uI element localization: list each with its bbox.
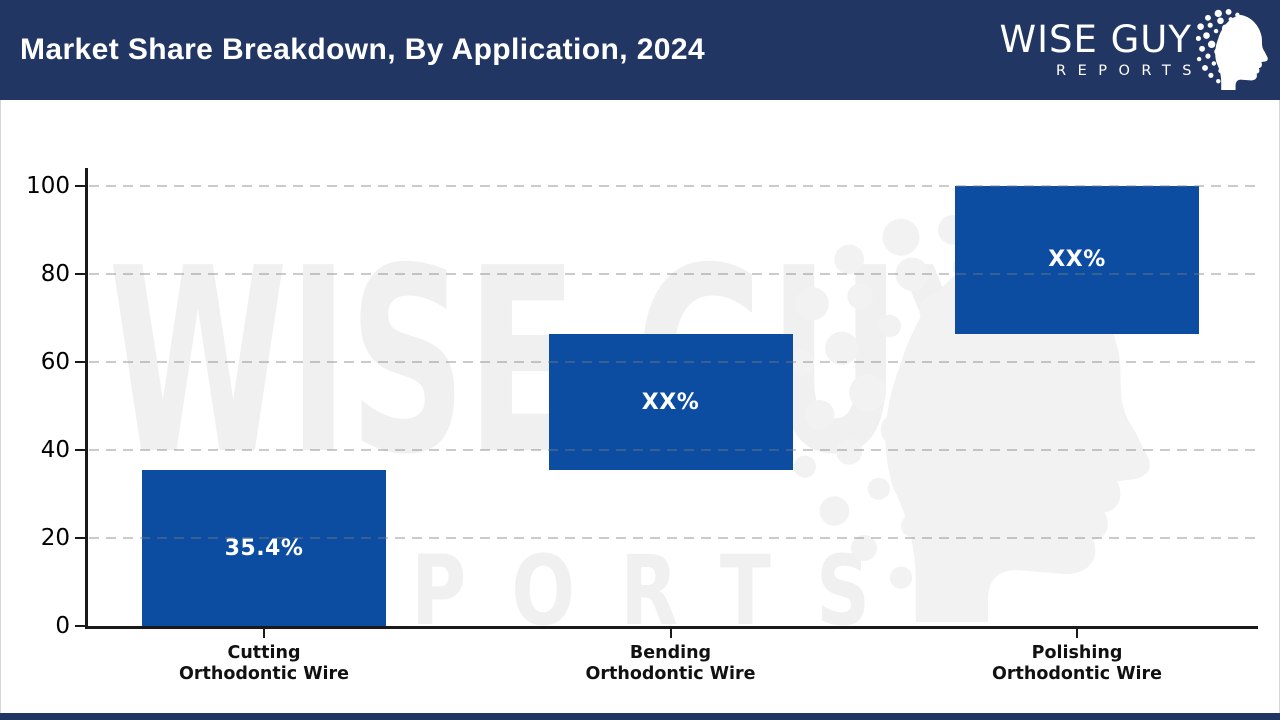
y-axis-line <box>85 168 88 629</box>
x-axis-line <box>85 626 1258 629</box>
y-tick-mark <box>75 537 85 539</box>
gridline <box>89 449 1258 451</box>
x-tick-mark <box>669 629 672 638</box>
y-tick-label: 60 <box>40 349 70 375</box>
chart-title: Market Share Breakdown, By Application, … <box>20 33 706 66</box>
y-tick-label: 100 <box>26 173 70 199</box>
y-tick-mark <box>75 449 85 451</box>
y-tick-mark <box>75 361 85 363</box>
category-label: Bending Orthodontic Wire <box>585 643 756 684</box>
wise-guy-logo: WISE GUY REPORTS <box>999 18 1192 80</box>
bar-segment: XX% <box>548 333 793 471</box>
x-tick-mark <box>1076 629 1078 638</box>
footer-accent-bar <box>0 713 1280 720</box>
header-bar: Market Share Breakdown, By Application, … <box>0 0 1280 100</box>
y-tick-mark <box>75 185 85 187</box>
logo-wordmark: WISE GUY <box>999 18 1192 61</box>
gridline <box>89 361 1258 363</box>
x-tick-mark <box>263 629 265 638</box>
y-tick-label: 0 <box>55 613 70 639</box>
bar-segment: 35.4% <box>142 470 386 626</box>
gridline <box>89 185 1258 187</box>
bar-segment: XX% <box>955 186 1199 334</box>
y-tick-label: 40 <box>40 437 70 463</box>
y-tick-label: 80 <box>40 261 70 287</box>
logo-subtext: REPORTS <box>1056 63 1203 79</box>
gridline <box>89 537 1258 539</box>
bar-value-label: XX% <box>641 389 700 415</box>
category-label: Polishing Orthodontic Wire <box>992 643 1162 684</box>
gridline <box>89 273 1258 275</box>
y-tick-mark <box>75 273 85 275</box>
category-label: Cutting Orthodontic Wire <box>179 643 349 684</box>
bar-value-label: 35.4% <box>224 535 304 561</box>
y-tick-label: 20 <box>40 525 70 551</box>
y-tick-mark <box>75 625 85 627</box>
bar-value-label: XX% <box>1048 247 1106 273</box>
